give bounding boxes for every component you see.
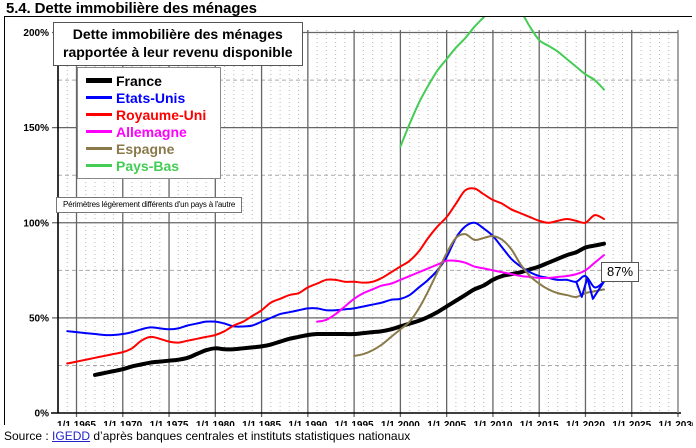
perimeter-note: Périmètres légèrement différents d'un pa… (56, 197, 243, 213)
source-prefix: Source : (4, 429, 53, 443)
x-axis-tick-label: 1/1 2020 (566, 420, 605, 426)
x-axis-tick-label: 1/1 2005 (427, 420, 466, 426)
legend-item-espagne: Espagne (86, 140, 206, 157)
legend-item-etats-unis: Etats-Unis (86, 89, 206, 106)
chart-title-box: Dette immobilière des ménages rapportée … (53, 22, 303, 66)
legend-swatch-icon (86, 113, 112, 116)
series-line-pays-bas (399, 17, 605, 148)
legend-swatch-icon (86, 164, 112, 167)
legend-swatch-icon (86, 147, 112, 150)
y-axis-tick-label: 50% (29, 313, 49, 324)
x-axis-tick-label: 1/1 1965 (57, 420, 96, 426)
x-axis-tick-label: 1/1 1975 (150, 420, 189, 426)
legend-swatch-icon (86, 78, 112, 83)
legend-item-royaume-uni: Royaume-Uni (86, 106, 206, 123)
source-suffix: d’après banques centrales et instituts s… (90, 429, 411, 443)
x-axis-tick-label: 1/1 2015 (520, 420, 559, 426)
series-line-espagne (353, 233, 605, 357)
x-axis-tick-label: 1/1 1995 (335, 420, 374, 426)
y-axis-tick-label: 150% (23, 123, 49, 134)
chart-frame: 0% 50% 100% 150% 200% 1/1 1965 1/1 1970 1/1 197… (4, 16, 693, 426)
series-line-royaume-uni (66, 187, 605, 365)
x-axis-tick-label: 1/1 2010 (473, 420, 512, 426)
legend-swatch-icon (86, 130, 112, 133)
y-axis-tick-label: 200% (23, 28, 49, 39)
legend-item-label: Allemagne (116, 123, 187, 140)
x-axis-tick-label: 1/1 1990 (288, 420, 327, 426)
x-axis-tick-label: 1/1 2030 (659, 420, 693, 426)
legend-item-label: Royaume-Uni (116, 106, 207, 123)
chart-title-line1: Dette immobilière des ménages (72, 26, 283, 42)
x-axis-tick-label: 1/1 2025 (612, 420, 651, 426)
legend-swatch-icon (86, 96, 112, 99)
legend-item-france: France (86, 72, 206, 89)
legend-item-pays-bas: Pays-Bas (86, 157, 206, 174)
y-axis-tick-label: 0% (35, 409, 50, 420)
source-link[interactable]: IGEDD (52, 429, 91, 443)
x-axis-tick-label: 1/1 1985 (242, 420, 281, 426)
chart-legend: France Etats-Unis Royaume-Uni Allemagne Espa… (77, 67, 222, 179)
series-line-etats-unis (66, 221, 605, 337)
legend-item-allemagne: Allemagne (86, 123, 206, 140)
legend-item-label: Pays-Bas (116, 157, 180, 174)
source-line: Source : IGEDD d’après banques centrales… (4, 429, 410, 443)
chart-title-line2: rapportée à leur revenu disponible (63, 43, 293, 60)
page-title: 5.4. Dette immobilière des ménages (6, 0, 257, 17)
legend-item-label: France (116, 72, 162, 89)
legend-item-label: Espagne (116, 140, 175, 157)
legend-item-label: Etats-Unis (116, 89, 186, 106)
france-value-callout: 87% (601, 262, 640, 282)
series-line-etats-unis-tail (575, 276, 605, 300)
series-line-allemagne (316, 254, 605, 323)
x-axis-tick-label: 1/1 1970 (103, 420, 142, 426)
y-axis-tick-label: 100% (23, 218, 49, 229)
x-axis-tick-label: 1/1 1980 (196, 420, 235, 426)
x-axis-tick-label: 1/1 2000 (381, 420, 420, 426)
series-line-france (93, 241, 606, 377)
